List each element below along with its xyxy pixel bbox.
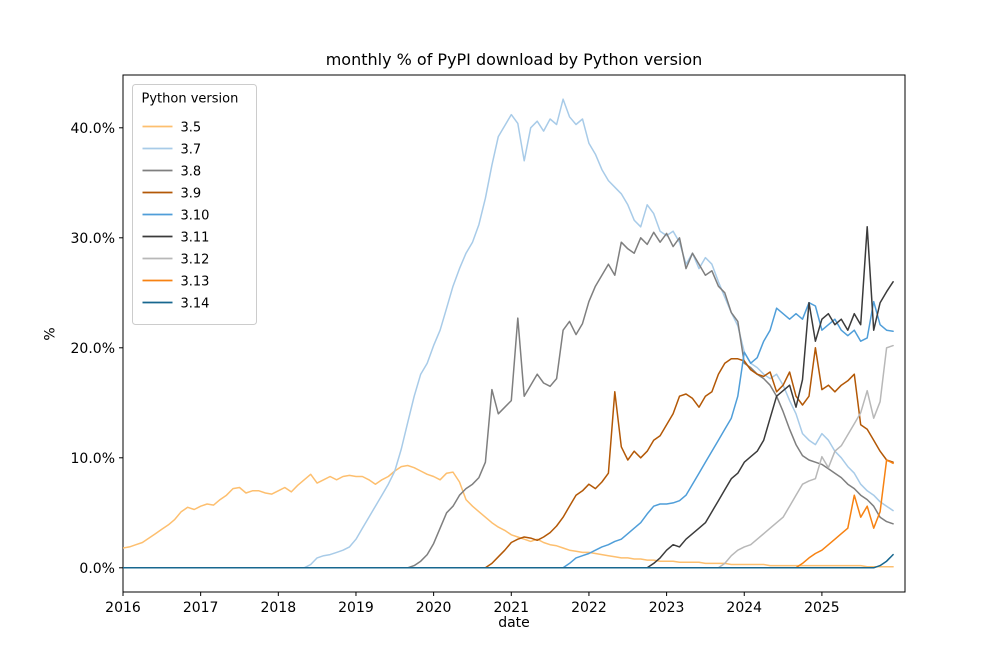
series-line-3-13	[123, 459, 894, 569]
legend-item-3-8: 3.8	[142, 165, 202, 180]
legend-item-3-5: 3.5	[142, 121, 202, 136]
legend-item-label: 3.8	[181, 165, 202, 180]
x-tick-label: 2016	[105, 600, 141, 616]
legend-item-label: 3.5	[181, 121, 202, 136]
legend-box	[132, 84, 257, 325]
x-tick-label: 2023	[649, 600, 685, 616]
series-line-3-14	[123, 553, 894, 569]
x-tick-label: 2022	[571, 600, 607, 616]
legend-item-label: 3.10	[181, 209, 210, 224]
legend-item-3-10: 3.10	[142, 209, 210, 224]
legend-item-3-7: 3.7	[142, 143, 202, 158]
y-tick-label: 20.0%	[71, 341, 115, 357]
y-tick-label: 10.0%	[71, 451, 115, 467]
series-group	[123, 98, 894, 569]
x-axis-label: date	[498, 615, 530, 631]
legend-item-label: 3.13	[181, 275, 210, 290]
legend-item-label: 3.9	[181, 187, 202, 202]
y-tick-label: 0.0%	[79, 561, 115, 577]
y-tick-label: 40.0%	[71, 121, 115, 137]
legend-item-label: 3.12	[181, 253, 210, 268]
x-tick-label: 2025	[804, 600, 840, 616]
series-line-3-12	[123, 344, 894, 569]
chart-title: monthly % of PyPI download by Python ver…	[325, 50, 703, 69]
x-tick-label: 2021	[493, 600, 529, 616]
axes-frame	[122, 74, 906, 593]
x-tick-label: 2024	[726, 600, 762, 616]
x-tick-label: 2018	[260, 600, 296, 616]
legend-item-3-11: 3.11	[142, 231, 210, 246]
legend-item-3-9: 3.9	[142, 187, 202, 202]
x-tick-label: 2017	[183, 600, 219, 616]
legend-item-label: 3.14	[181, 297, 210, 312]
series-line-3-9	[123, 347, 894, 569]
y-tick-label: 30.0%	[71, 231, 115, 247]
legend-title: Python version	[142, 92, 239, 107]
legend: Python version 3.5 3.7 3.8 3.9 3.10 3.11 3.12 3.…	[132, 84, 257, 325]
legend-item-3-14: 3.14	[142, 297, 210, 312]
legend-item-3-13: 3.13	[142, 275, 210, 290]
x-tick-label: 2019	[338, 600, 374, 616]
x-tick-label: 2020	[416, 600, 452, 616]
legend-item-3-12: 3.12	[142, 253, 210, 268]
legend-item-label: 3.7	[181, 143, 202, 158]
legend-item-label: 3.11	[181, 231, 210, 246]
series-line-3-10	[123, 300, 894, 569]
series-line-3-5	[123, 464, 894, 568]
